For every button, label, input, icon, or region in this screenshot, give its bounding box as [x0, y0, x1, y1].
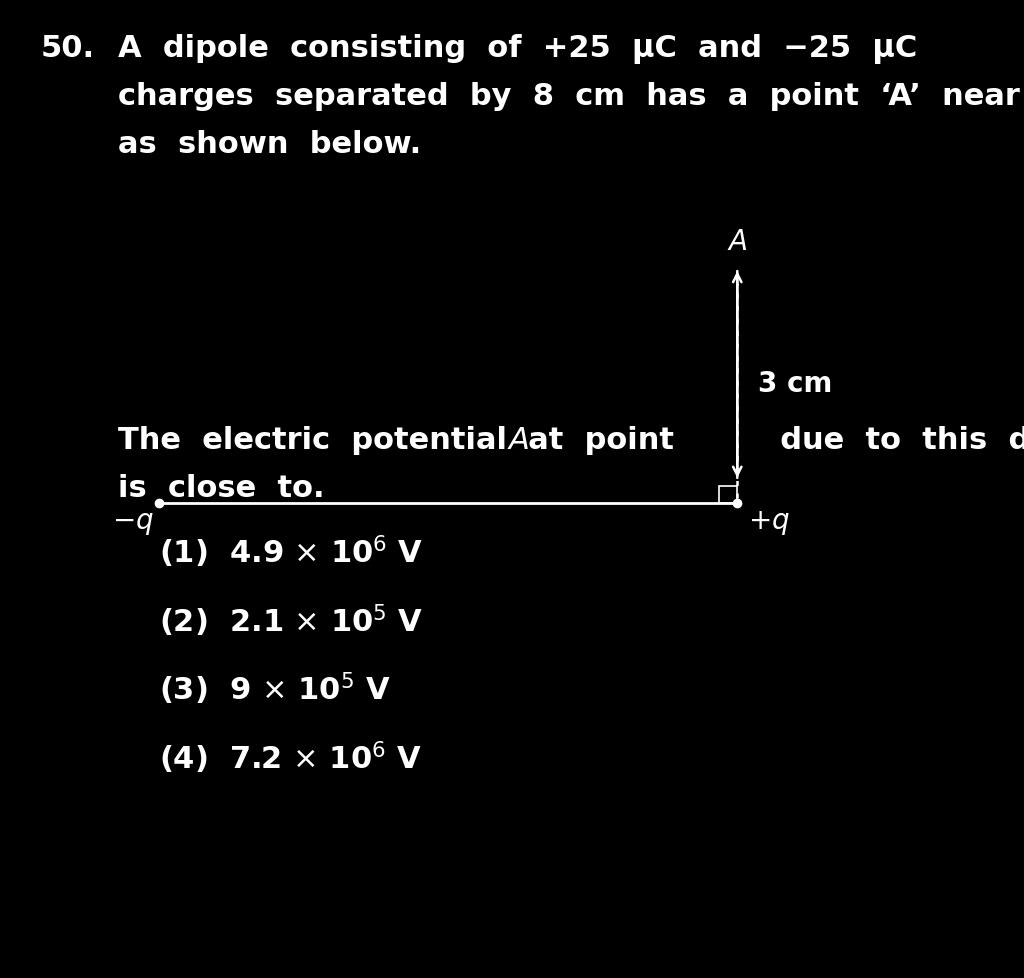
- Text: (4)  7.2 $\times$ 10$^6$ V: (4) 7.2 $\times$ 10$^6$ V: [159, 738, 422, 775]
- Text: $A$: $A$: [507, 425, 529, 455]
- Text: $A$: $A$: [727, 228, 748, 256]
- Text: (1)  4.9 $\times$ 10$^6$ V: (1) 4.9 $\times$ 10$^6$ V: [159, 533, 423, 569]
- Text: 50.: 50.: [41, 34, 95, 64]
- Text: A  dipole  consisting  of  +25  μC  and  −25  μC: A dipole consisting of +25 μC and −25 μC: [118, 34, 918, 65]
- Text: as  shown  below.: as shown below.: [118, 130, 421, 159]
- Text: The  electric  potential  at  point          due  to  this  dipole: The electric potential at point due to t…: [118, 425, 1024, 455]
- Text: $+q$: $+q$: [748, 509, 790, 537]
- Text: charges  separated  by  8  cm  has  a  point  ‘A’  near  it: charges separated by 8 cm has a point ‘A…: [118, 82, 1024, 111]
- Text: is  close  to.: is close to.: [118, 473, 325, 503]
- Text: (3)  9 $\times$ 10$^5$ V: (3) 9 $\times$ 10$^5$ V: [159, 670, 390, 706]
- Bar: [719, 486, 737, 504]
- Text: 3 cm: 3 cm: [758, 370, 833, 398]
- Text: (2)  2.1 $\times$ 10$^5$ V: (2) 2.1 $\times$ 10$^5$ V: [159, 601, 423, 638]
- Text: $-q$: $-q$: [112, 509, 154, 537]
